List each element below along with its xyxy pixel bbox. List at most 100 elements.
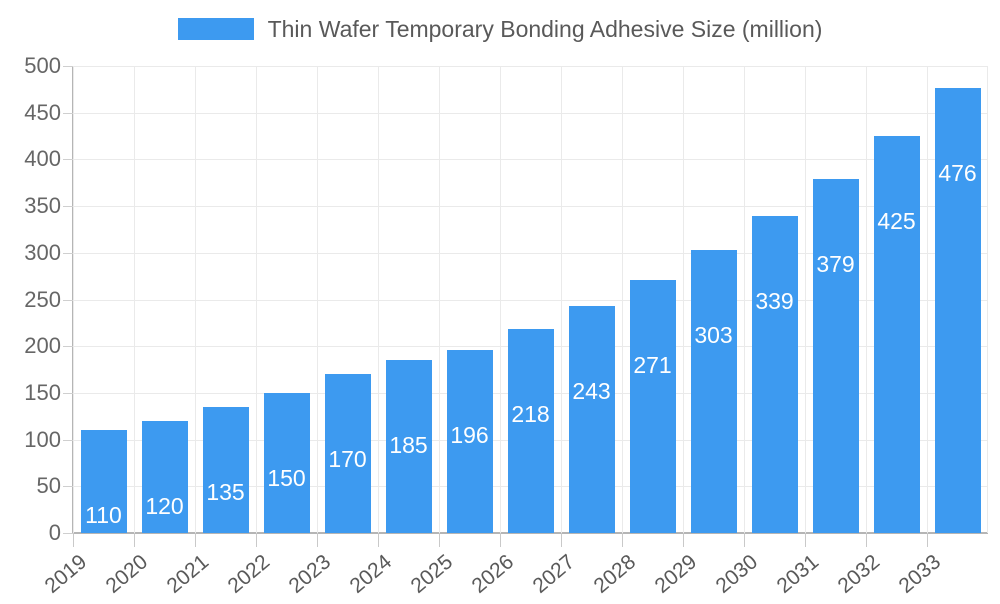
- gridline-vertical: [805, 66, 806, 533]
- y-axis-tick-label: 150: [24, 379, 61, 405]
- gridline-horizontal: [73, 299, 988, 301]
- bar-2026[interactable]: 218: [507, 329, 554, 533]
- bar-value-label: 150: [267, 464, 306, 491]
- y-axis-tick-mark: [63, 206, 73, 208]
- bar-2033[interactable]: 476: [934, 88, 981, 533]
- gridline-horizontal: [73, 532, 988, 534]
- x-axis-label-2028: 2028: [589, 550, 641, 598]
- x-axis-label-2021: 2021: [162, 550, 214, 598]
- bar-2023[interactable]: 170: [324, 374, 371, 533]
- x-axis-label-2025: 2025: [406, 550, 458, 598]
- x-axis-tick-mark: [500, 533, 501, 547]
- gridline-vertical: [73, 66, 74, 533]
- gridline-vertical: [134, 66, 135, 533]
- gridline-horizontal: [73, 159, 988, 161]
- gridline-vertical: [622, 66, 623, 533]
- x-axis-tick-mark: [683, 533, 684, 547]
- y-axis-tick-mark: [63, 159, 73, 161]
- bar-2021[interactable]: 135: [202, 406, 249, 533]
- y-axis-tick-mark: [63, 439, 73, 441]
- legend-series-label: Thin Wafer Temporary Bonding Adhesive Si…: [267, 15, 823, 42]
- y-axis-tick-label: 0: [48, 520, 61, 545]
- gridline-vertical: [195, 66, 196, 533]
- x-axis-tick-mark: [256, 533, 257, 547]
- bar-value-label: 170: [328, 446, 367, 473]
- bar-value-label: 425: [877, 208, 916, 235]
- gridline-vertical: [683, 66, 684, 533]
- gridline-vertical: [987, 66, 988, 533]
- x-axis-label-2031: 2031: [772, 550, 824, 598]
- bar-2031[interactable]: 379: [812, 179, 859, 533]
- y-axis-tick-label: 450: [24, 99, 61, 125]
- x-axis-label-2029: 2029: [650, 550, 702, 598]
- bar-2027[interactable]: 243: [568, 306, 615, 533]
- y-axis-tick-label: 400: [24, 146, 61, 172]
- x-axis-label-2024: 2024: [345, 550, 397, 598]
- x-axis-label-2027: 2027: [528, 550, 580, 598]
- gridline-horizontal: [73, 206, 988, 208]
- y-axis-tick-mark: [63, 533, 73, 534]
- bar-2028[interactable]: 271: [629, 279, 676, 533]
- x-axis-label-2030: 2030: [711, 550, 763, 598]
- x-axis-tick-mark: [561, 533, 562, 547]
- y-axis-tick-mark: [63, 252, 73, 254]
- x-axis-label-2019: 2019: [40, 550, 92, 598]
- plot-area: 110 120 135 150 170 185 196 218 243 271 303 339 379 4…: [72, 66, 988, 534]
- gridline-horizontal: [73, 252, 988, 254]
- bar-value-label: 271: [633, 351, 672, 378]
- y-axis-tick-label: 500: [24, 53, 61, 78]
- y-axis-tick-mark: [63, 112, 73, 114]
- legend-color-swatch[interactable]: [177, 18, 254, 40]
- x-axis-tick-mark: [927, 533, 928, 547]
- gridline-vertical: [866, 66, 867, 533]
- gridline-vertical: [927, 66, 928, 533]
- bar-2029[interactable]: 303: [690, 250, 737, 533]
- bar-value-label: 218: [511, 401, 550, 428]
- bar-value-label: 185: [389, 432, 428, 459]
- x-axis-tick-mark: [622, 533, 623, 547]
- y-axis-tick-mark: [63, 346, 73, 348]
- bar-value-label: 476: [938, 160, 977, 187]
- gridline-vertical: [317, 66, 318, 533]
- x-axis-tick-mark: [195, 533, 196, 547]
- x-axis-tick-mark: [866, 533, 867, 547]
- y-axis-tick-mark: [63, 392, 73, 394]
- y-axis-tick-label: 200: [24, 333, 61, 359]
- y-axis-tick-label: 100: [24, 426, 61, 452]
- y-axis-tick-label: 350: [24, 193, 61, 219]
- gridline-vertical: [439, 66, 440, 533]
- y-axis-tick-label: 300: [24, 239, 61, 265]
- x-axis-tick-mark: [317, 533, 318, 547]
- bar-2030[interactable]: 339: [751, 216, 798, 533]
- gridline-vertical: [256, 66, 257, 533]
- y-axis-tick-label: 50: [36, 473, 61, 499]
- x-axis-tick-mark: [744, 533, 745, 547]
- bar-2024[interactable]: 185: [385, 360, 432, 533]
- bar-value-label: 196: [450, 421, 489, 448]
- x-axis-label-2032: 2032: [833, 550, 885, 598]
- x-axis-label-2022: 2022: [223, 550, 275, 598]
- bar-2019[interactable]: 110: [80, 430, 127, 533]
- bar-value-label: 110: [85, 502, 122, 529]
- x-axis-label-2020: 2020: [101, 550, 153, 598]
- bar-2025[interactable]: 196: [446, 349, 493, 533]
- bar-value-label: 339: [755, 288, 794, 315]
- x-axis-label-2033: 2033: [894, 550, 946, 598]
- bar-2022[interactable]: 150: [263, 392, 310, 533]
- bar-2020[interactable]: 120: [141, 420, 188, 533]
- gridline-vertical: [744, 66, 745, 533]
- bar-value-label: 379: [816, 251, 855, 278]
- bar-value-label: 303: [694, 322, 733, 348]
- bar-2032[interactable]: 425: [873, 136, 920, 533]
- bar-value-label: 243: [572, 378, 611, 405]
- x-axis-tick-mark: [439, 533, 440, 547]
- bar-value-label: 120: [145, 492, 184, 519]
- gridline-vertical: [500, 66, 501, 533]
- y-axis-tick-mark: [63, 299, 73, 301]
- y-axis-tick-mark: [63, 66, 73, 67]
- x-axis-tick-mark: [73, 533, 74, 547]
- gridline-vertical: [378, 66, 379, 533]
- x-axis-tick-mark: [134, 533, 135, 547]
- bar-value-label: 135: [206, 478, 245, 505]
